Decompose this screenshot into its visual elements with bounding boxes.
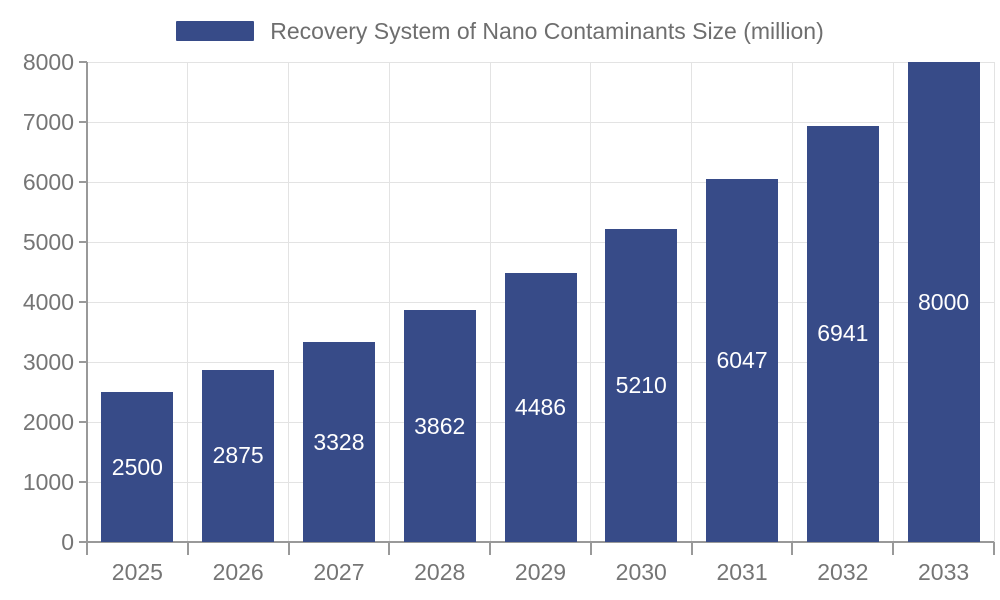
gridline-horizontal [87, 241, 994, 243]
gridline-vertical [288, 62, 290, 542]
x-axis-line [79, 541, 994, 543]
bar-value-label: 4486 [514, 393, 567, 420]
bar-value-label: 6047 [716, 347, 768, 374]
y-axis-label: 8000 [22, 49, 74, 75]
bar-value-label: 2875 [212, 442, 264, 469]
y-axis-label: 3000 [22, 349, 74, 375]
y-axis-label: 1000 [22, 469, 74, 495]
bar-2031: 6047 [706, 179, 779, 542]
bar-value-label: 3328 [313, 428, 365, 455]
gridline-vertical [892, 62, 894, 542]
x-axis-tick [791, 542, 794, 555]
bar-value-label: 6941 [817, 320, 869, 347]
y-axis-tick [79, 361, 87, 363]
y-axis-line [86, 62, 88, 555]
gridline-vertical [993, 62, 995, 542]
y-axis-label: 4000 [22, 289, 74, 315]
bar-value-label: 3862 [414, 412, 466, 439]
y-axis-tick [79, 121, 87, 123]
bar-2032: 6941 [806, 125, 879, 542]
bar-value-label: 8000 [918, 288, 970, 315]
legend-swatch-icon [176, 21, 255, 41]
y-axis-label: 5000 [22, 229, 74, 255]
gridline-vertical [791, 62, 793, 542]
y-axis-tick [79, 481, 87, 483]
bar-value-label: 5210 [615, 372, 667, 399]
y-axis-tick [79, 181, 87, 183]
bar-2029: 4486 [504, 272, 577, 542]
gridline-horizontal [87, 121, 994, 123]
bar-2030: 5210 [605, 229, 678, 542]
y-axis-tick [79, 301, 87, 303]
bar-2025: 2500 [101, 392, 174, 542]
x-axis-tick [892, 542, 895, 555]
x-axis-tick [287, 542, 290, 555]
y-axis-tick [79, 541, 87, 543]
gridline-vertical [489, 62, 491, 542]
y-axis-tick [79, 421, 87, 423]
gridline-vertical [691, 62, 693, 542]
x-axis-label: 2025 [111, 559, 163, 585]
x-axis-tick [186, 542, 189, 555]
y-axis-label: 6000 [22, 169, 74, 195]
x-axis-label: 2030 [615, 559, 667, 585]
gridline-horizontal [87, 61, 994, 63]
bar-2027: 3328 [302, 342, 375, 542]
y-axis-tick [79, 241, 87, 243]
x-axis-tick [993, 542, 995, 555]
y-axis-tick [79, 61, 87, 63]
x-axis-label: 2031 [716, 559, 768, 585]
legend[interactable]: Recovery System of Nano Contaminants Siz… [0, 16, 1000, 46]
legend-label: Recovery System of Nano Contaminants Siz… [270, 17, 824, 44]
gridline-vertical [590, 62, 592, 542]
y-axis-label: 2000 [22, 409, 74, 435]
bar-2028: 3862 [403, 310, 476, 542]
y-axis-label: 7000 [22, 109, 74, 135]
gridline-vertical [388, 62, 390, 542]
bar-2026: 2875 [202, 369, 275, 542]
gridline-horizontal [87, 181, 994, 183]
x-axis-tick [690, 542, 693, 555]
x-axis-label: 2028 [414, 559, 466, 585]
x-axis-tick [589, 542, 592, 555]
bar-value-label: 2500 [111, 453, 163, 480]
gridline-vertical [187, 62, 189, 542]
x-axis-label: 2032 [817, 559, 869, 585]
x-axis-label: 2029 [514, 559, 567, 585]
x-axis-label: 2033 [918, 559, 970, 585]
x-axis-label: 2027 [313, 559, 365, 585]
x-axis-tick [489, 542, 492, 555]
bar-2033: 8000 [907, 62, 980, 542]
y-axis-label: 0 [61, 529, 74, 555]
x-axis-label: 2026 [212, 559, 264, 585]
x-axis-tick [388, 542, 391, 555]
